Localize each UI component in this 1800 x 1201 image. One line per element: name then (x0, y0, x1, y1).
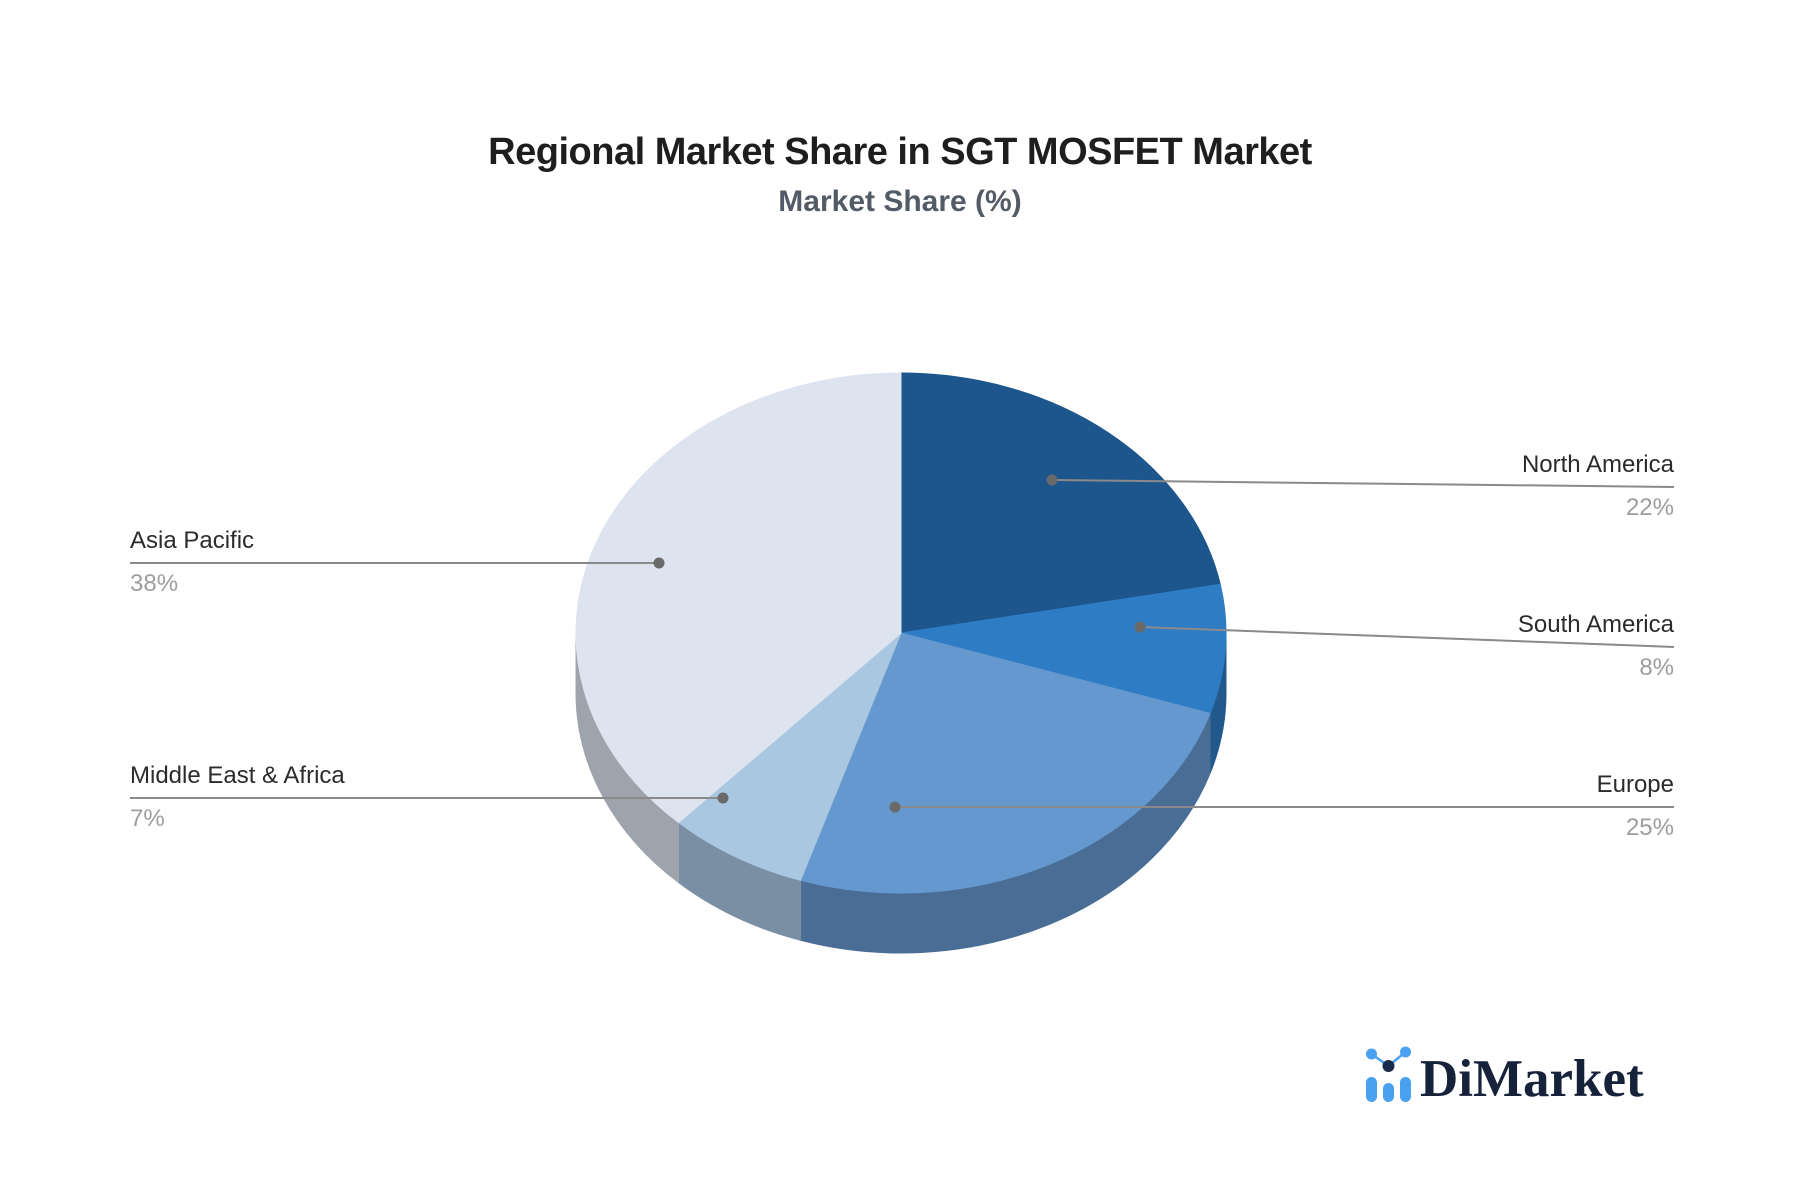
chart-subtitle: Market Share (%) (778, 185, 1022, 218)
leader-line-North America (1051, 479, 1675, 488)
chart-title: Regional Market Share in SGT MOSFET Mark… (488, 131, 1312, 173)
dimarket-logo: DiMarket (1364, 1044, 1644, 1114)
callout-label-asia-pacific: Asia Pacific (130, 527, 255, 554)
leader-dot-North America (1046, 474, 1058, 486)
logo-brand-text: DiMarket (1420, 1050, 1644, 1108)
callout-value-south-america: 8% (1639, 654, 1674, 681)
bar-chart-trend-logo-icon (1366, 1046, 1411, 1102)
pie-slice-Europe (800, 632, 1211, 894)
leader-dot-Europe (889, 801, 901, 813)
callout-value-asia-pacific: 38% (130, 570, 179, 597)
leader-dot-Asia Pacific (653, 557, 665, 569)
pie-slice-Middle East & Africa (678, 632, 902, 881)
pie-slice-South America (900, 583, 1227, 714)
callout-label-europe: Europe (1596, 771, 1674, 798)
callout-label-middle-east-africa: Middle East & Africa (130, 762, 345, 789)
leader-dot-Middle East & Africa (717, 792, 729, 804)
callout-label-south-america: South America (1517, 611, 1674, 638)
callout-value-middle-east-africa: 7% (130, 805, 165, 832)
callout-value-north-america: 22% (1625, 494, 1674, 521)
leader-line-South America (1139, 626, 1675, 648)
leader-dot-South America (1134, 621, 1146, 633)
callout-label-north-america: North America (1521, 451, 1674, 478)
callout-value-europe: 25% (1625, 814, 1674, 841)
pie-slice-North America (900, 372, 1221, 634)
pie-slice-Asia Pacific (575, 372, 902, 824)
